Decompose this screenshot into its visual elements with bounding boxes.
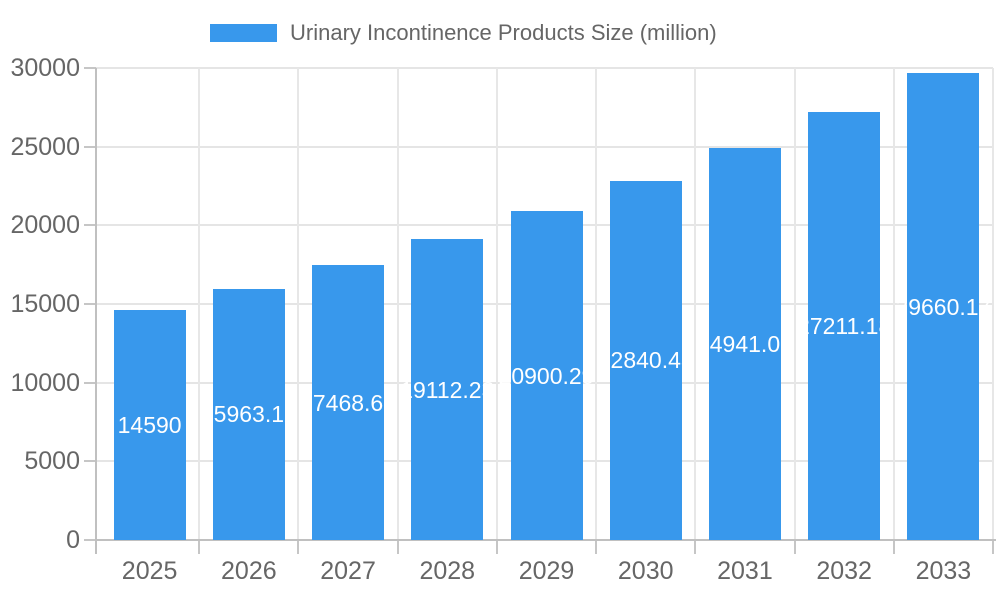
bar-2030[interactable]: 22840.43 — [598, 180, 694, 540]
x-axis-line — [96, 539, 996, 541]
y-tick-label: 20000 — [10, 211, 80, 240]
y-gridline — [96, 67, 993, 69]
x-tick-mark — [495, 541, 498, 554]
x-gridline — [495, 68, 498, 540]
x-tick-mark — [793, 541, 796, 554]
y-tick-mark — [84, 381, 96, 384]
legend-color-swatch — [210, 24, 277, 42]
bar-value-label: 20900.29 — [498, 362, 595, 389]
bar-2028[interactable]: 19112.23 — [400, 239, 494, 540]
y-tick-label: 0 — [66, 526, 80, 554]
legend-label: Urinary Incontinence Products Size (mill… — [290, 20, 717, 45]
x-tick-label: 2029 — [518, 557, 575, 585]
x-tick-label: 2028 — [419, 557, 476, 585]
x-gridline — [892, 68, 895, 540]
x-tick-mark — [892, 541, 895, 554]
y-tick-mark — [84, 539, 96, 541]
x-gridline — [396, 68, 399, 540]
bar-2033[interactable]: 29660.17 — [895, 73, 991, 540]
bar-value-label: 29660.17 — [895, 293, 992, 320]
bar-value-label: 17468.68 — [300, 389, 397, 416]
y-gridline — [96, 145, 993, 148]
bar-2031[interactable]: 24941.05 — [697, 147, 793, 540]
x-gridline — [198, 68, 201, 540]
y-tick-label: 5000 — [24, 447, 80, 476]
bar-2027[interactable]: 17468.68 — [300, 265, 396, 540]
x-tick-mark — [396, 541, 399, 554]
y-tick-mark — [84, 303, 96, 305]
x-tick-label: 2025 — [121, 557, 178, 585]
x-gridline — [793, 68, 796, 540]
x-tick-label: 2032 — [816, 557, 872, 585]
bar-2032[interactable]: 27211.18 — [797, 111, 891, 540]
y-tick-mark — [84, 67, 96, 69]
x-tick-mark — [694, 541, 697, 554]
x-tick-mark — [992, 541, 994, 554]
x-tick-label: 2030 — [617, 557, 674, 585]
x-tick-mark — [198, 541, 201, 554]
y-tick-mark — [84, 460, 96, 463]
bar-value-label: 14590 — [117, 412, 182, 439]
y-tick-mark — [84, 145, 96, 148]
x-tick-label: 2027 — [320, 557, 376, 585]
y-tick-label: 15000 — [10, 290, 80, 318]
x-gridline — [694, 68, 697, 540]
y-tick-label: 25000 — [10, 132, 80, 161]
y-axis-line — [95, 68, 97, 554]
y-tick-label: 10000 — [10, 368, 80, 397]
bar-value-label: 15963.18 — [200, 401, 297, 428]
bar-2025[interactable]: 14590 — [113, 310, 186, 540]
x-tick-label: 2033 — [915, 557, 972, 585]
y-tick-label: 30000 — [10, 54, 80, 82]
y-tick-mark — [84, 224, 96, 227]
x-gridline — [595, 68, 598, 540]
bar-value-label: 19112.23 — [400, 376, 495, 403]
x-tick-mark — [595, 541, 598, 554]
bar-2026[interactable]: 15963.18 — [201, 288, 297, 540]
bar-2029[interactable]: 20900.29 — [499, 211, 594, 540]
x-gridline — [992, 68, 994, 540]
bar-value-label: 22840.43 — [597, 347, 694, 374]
x-tick-mark — [297, 541, 300, 554]
bar-value-label: 27211.18 — [797, 312, 892, 339]
bar-value-label: 24941.05 — [696, 330, 793, 357]
x-tick-label: 2026 — [221, 557, 277, 585]
x-tick-label: 2031 — [717, 557, 773, 585]
x-gridline — [297, 68, 300, 540]
legend-item[interactable]: Urinary Incontinence Products Size (mill… — [210, 18, 717, 48]
